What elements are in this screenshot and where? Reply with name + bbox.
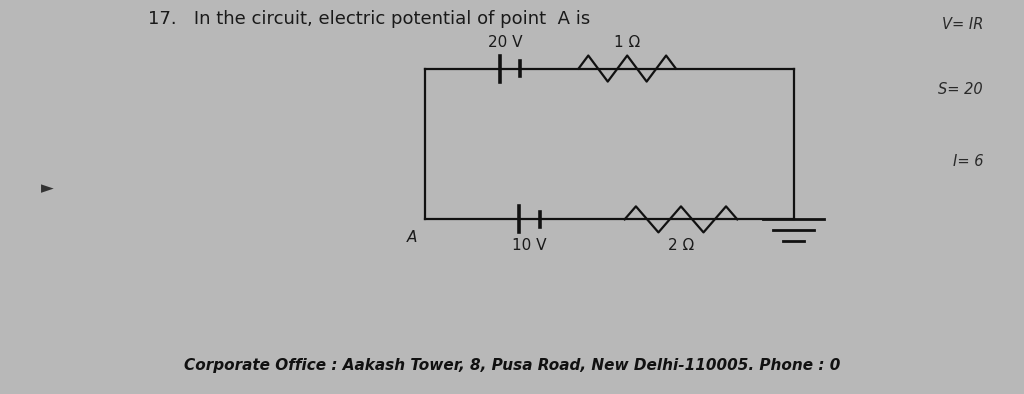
Text: S= 20: S= 20: [938, 82, 983, 97]
Text: 2 Ω: 2 Ω: [668, 238, 694, 253]
Text: 20 V: 20 V: [487, 35, 522, 50]
Text: A: A: [407, 230, 417, 245]
Text: 17.   In the circuit, electric potential of point  A is: 17. In the circuit, electric potential o…: [148, 10, 591, 28]
Text: V= IR: V= IR: [942, 17, 983, 32]
Text: I= 6: I= 6: [952, 154, 983, 169]
Text: 1 Ω: 1 Ω: [614, 35, 640, 50]
Text: Corporate Office : Aakash Tower, 8, Pusa Road, New Delhi-110005. Phone : 0: Corporate Office : Aakash Tower, 8, Pusa…: [184, 358, 840, 374]
Text: 10 V: 10 V: [512, 238, 547, 253]
Text: ►: ►: [41, 180, 53, 197]
